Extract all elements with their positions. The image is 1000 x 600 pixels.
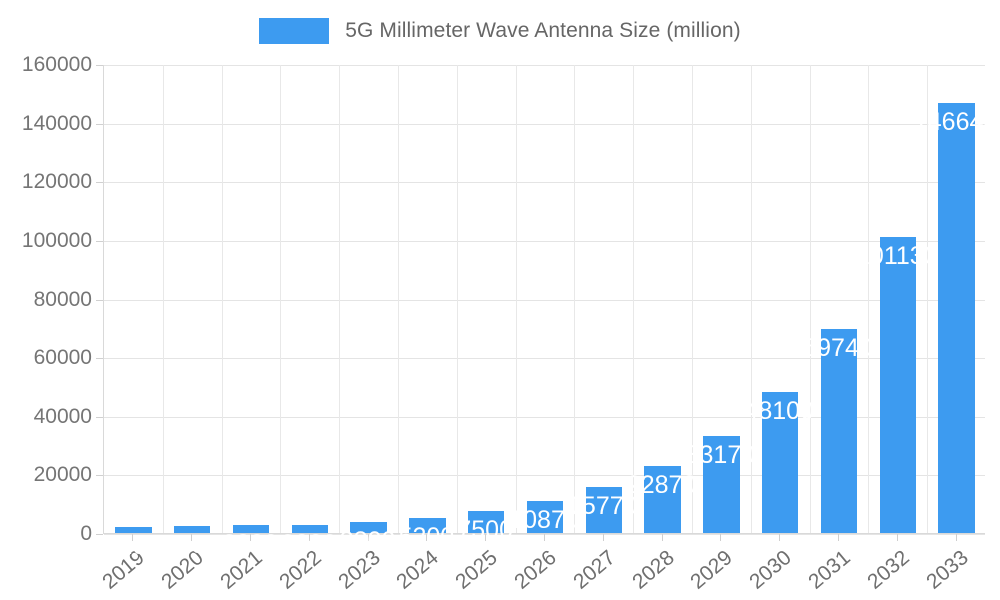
x-axis-tick-label: 2022 bbox=[275, 546, 326, 594]
y-gridline bbox=[104, 123, 985, 125]
bar[interactable] bbox=[761, 392, 799, 533]
x-axis-tick-label: 2033 bbox=[921, 546, 973, 594]
y-axis-tick-label: 120000 bbox=[21, 170, 92, 194]
x-gridline bbox=[927, 65, 929, 533]
x-axis-tick-label: 2023 bbox=[333, 546, 385, 594]
x-axis-tick-mark bbox=[779, 534, 781, 541]
y-axis-tick-label: 40000 bbox=[33, 404, 92, 428]
y-axis-tick-mark bbox=[96, 534, 103, 535]
bar[interactable] bbox=[173, 525, 211, 533]
x-axis-tick-mark bbox=[896, 534, 898, 541]
bar[interactable] bbox=[291, 524, 329, 533]
x-axis-tick-label: 2025 bbox=[451, 546, 502, 594]
x-axis-tick-label: 2019 bbox=[98, 546, 150, 594]
x-axis-tick-mark bbox=[367, 534, 369, 541]
x-gridline bbox=[868, 65, 870, 533]
x-axis-tick-label: 2030 bbox=[745, 546, 796, 594]
y-axis-tick-label: 60000 bbox=[33, 346, 92, 370]
bar[interactable] bbox=[526, 501, 564, 533]
y-gridline bbox=[104, 65, 985, 66]
y-axis-tick-mark bbox=[96, 65, 103, 66]
x-axis-tick-mark bbox=[838, 534, 839, 541]
y-gridline bbox=[104, 416, 985, 418]
y-gridline bbox=[104, 299, 985, 301]
y-axis-tick-mark bbox=[96, 299, 103, 301]
bar[interactable] bbox=[644, 465, 681, 533]
x-axis-tick-mark bbox=[602, 534, 604, 541]
x-axis-tick-label: 2029 bbox=[686, 546, 738, 594]
x-gridline bbox=[456, 65, 458, 533]
bar[interactable] bbox=[879, 236, 917, 533]
bar[interactable] bbox=[938, 103, 975, 533]
x-axis-tick-label: 2028 bbox=[627, 546, 679, 594]
bar[interactable] bbox=[703, 435, 740, 533]
x-axis-tick-mark bbox=[955, 534, 957, 541]
plot-area bbox=[103, 65, 985, 535]
x-axis-tick-mark bbox=[191, 534, 193, 541]
x-gridline bbox=[162, 65, 164, 533]
x-axis-tick-label: 2021 bbox=[216, 546, 267, 594]
y-axis-tick-label: 160000 bbox=[21, 53, 92, 76]
x-axis-tick-mark bbox=[250, 534, 251, 541]
x-axis-tick-mark bbox=[544, 534, 545, 541]
y-axis-tick-mark bbox=[96, 182, 103, 184]
chart-legend[interactable]: 5G Millimeter Wave Antenna Size (million… bbox=[0, 14, 1000, 48]
y-gridline bbox=[104, 475, 985, 477]
bar[interactable] bbox=[467, 511, 505, 533]
x-gridline bbox=[809, 65, 811, 533]
x-axis-tick-mark bbox=[426, 534, 428, 541]
x-gridline bbox=[692, 65, 693, 533]
x-axis-tick-label: 2024 bbox=[392, 546, 444, 594]
x-axis-tick-mark bbox=[132, 534, 134, 541]
x-gridline bbox=[633, 65, 635, 533]
x-gridline bbox=[574, 65, 576, 533]
x-gridline bbox=[398, 65, 399, 533]
x-gridline bbox=[515, 65, 517, 533]
y-axis-tick-label: 140000 bbox=[21, 111, 92, 135]
bar[interactable] bbox=[115, 526, 152, 533]
x-axis-tick-label: 2032 bbox=[863, 546, 914, 594]
bar[interactable] bbox=[350, 521, 387, 533]
y-axis-tick-mark bbox=[96, 123, 103, 125]
bar[interactable] bbox=[585, 486, 623, 533]
x-axis-tick-label: 2020 bbox=[157, 546, 208, 594]
y-axis-tick-label: 80000 bbox=[33, 287, 92, 311]
y-gridline bbox=[104, 358, 985, 360]
x-axis-tick-mark bbox=[485, 534, 487, 541]
legend-label: 5G Millimeter Wave Antenna Size (million… bbox=[345, 19, 741, 42]
bar[interactable] bbox=[232, 524, 270, 533]
y-axis-tick-label: 20000 bbox=[33, 463, 92, 487]
y-axis-tick-label: 100000 bbox=[21, 228, 92, 252]
y-gridline bbox=[104, 240, 985, 242]
legend-color-swatch bbox=[259, 18, 330, 44]
x-gridline bbox=[280, 65, 282, 533]
y-axis-tick-mark bbox=[96, 475, 103, 477]
x-gridline bbox=[221, 65, 223, 533]
x-axis-tick-mark bbox=[720, 534, 722, 541]
y-axis-tick-mark bbox=[96, 416, 103, 418]
y-gridline bbox=[104, 182, 985, 184]
x-gridline bbox=[750, 65, 752, 533]
x-gridline bbox=[339, 65, 341, 533]
x-axis-tick-label: 2027 bbox=[569, 546, 620, 594]
x-axis-tick-mark bbox=[661, 534, 663, 541]
y-axis-tick-mark bbox=[96, 240, 103, 242]
y-axis-tick-label: 0 bbox=[80, 522, 92, 545]
x-axis-tick-label: 2031 bbox=[804, 546, 855, 594]
bar[interactable] bbox=[409, 517, 446, 533]
y-axis-tick-mark bbox=[96, 358, 103, 360]
bar[interactable] bbox=[820, 328, 858, 533]
x-axis-tick-label: 2026 bbox=[510, 546, 561, 594]
x-axis-tick-mark bbox=[308, 534, 310, 541]
